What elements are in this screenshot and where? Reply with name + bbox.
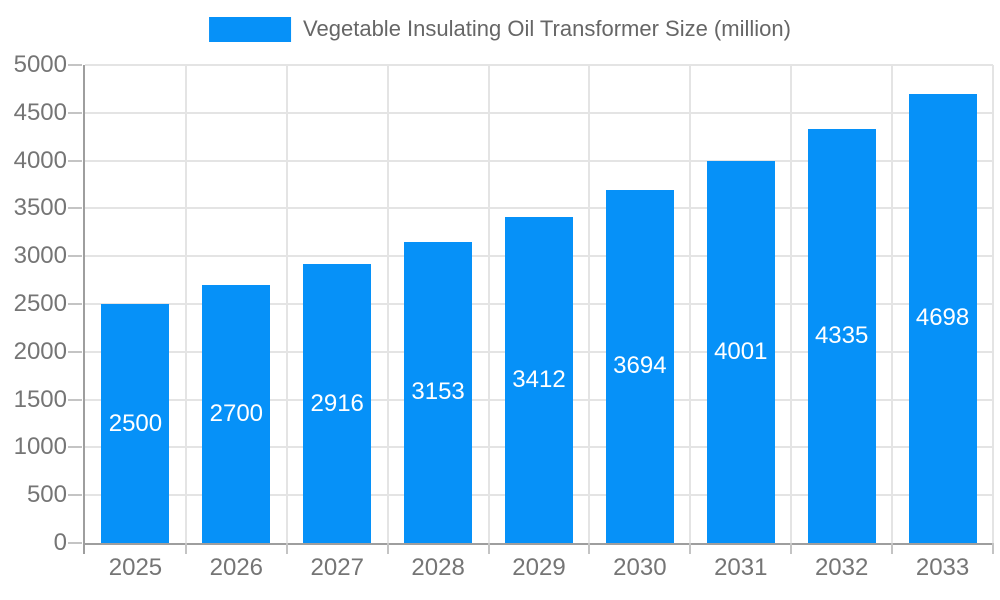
y-axis-tick: [68, 398, 82, 401]
y-axis-tick: [68, 159, 82, 162]
y-axis-tick-label: 4000: [13, 146, 67, 174]
x-axis-tick: [83, 543, 85, 554]
x-axis-tick-label: 2026: [209, 554, 264, 581]
x-axis-tick-label: 2033: [915, 554, 970, 581]
bar[interactable]: 4698: [908, 93, 977, 543]
y-axis-tick: [68, 350, 82, 353]
plot-area: 2500 2700 2916 3153 3412 3694 4001 4335 4698: [68, 64, 994, 554]
grid-line-vertical: [790, 65, 793, 543]
bar-value-label: 3694: [613, 352, 667, 380]
y-axis-tick-label: 2500: [13, 290, 67, 317]
y-axis-labels: 0 500 1000 1500 2000 2500 3000 3500 4000 4500 5000: [0, 53, 67, 555]
y-axis-tick: [68, 64, 82, 66]
x-axis-tick-label: 2030: [613, 554, 667, 581]
y-axis-tick-label: 3000: [13, 242, 67, 270]
legend[interactable]: Vegetable Insulating Oil Transformer Siz…: [209, 15, 791, 43]
legend-swatch: [209, 16, 292, 42]
x-axis-tick-label: 2032: [814, 554, 869, 581]
bar-value-label: 3153: [411, 378, 465, 406]
y-axis-tick-label: 1500: [13, 385, 67, 413]
x-axis-tick: [386, 543, 389, 554]
y-axis-line: [83, 65, 85, 543]
grid-line-horizontal: [85, 111, 993, 114]
bar-value-label: 4335: [814, 321, 869, 349]
x-axis-tick-label: 2031: [714, 554, 768, 581]
legend-label: Vegetable Insulating Oil Transformer Siz…: [303, 16, 791, 41]
x-axis-labels: 2025 2026 2027 2028 2029 2030 2031 2032 2033: [85, 553, 993, 585]
x-axis-tick: [790, 543, 793, 554]
y-axis-tick-label: 500: [26, 481, 67, 509]
y-axis-tick: [68, 207, 82, 210]
grid-line-vertical: [487, 65, 490, 543]
bar-value-label: 4698: [915, 304, 970, 332]
x-axis-tick: [588, 543, 591, 554]
x-axis-tick-label: 2028: [411, 554, 465, 581]
bar-value-label: 2700: [209, 399, 264, 427]
y-axis-tick-label: 2000: [13, 337, 67, 365]
y-axis-tick: [68, 111, 82, 114]
grid-line-vertical: [184, 65, 187, 543]
bar-value-label: 2916: [310, 389, 364, 417]
x-axis-tick-label: 2029: [512, 554, 566, 581]
x-axis-line: [83, 543, 993, 545]
x-axis-tick: [689, 543, 692, 554]
bar[interactable]: 3412: [504, 216, 574, 543]
x-axis-tick: [184, 543, 187, 554]
grid-line-vertical: [689, 65, 692, 543]
bar-value-label: 4001: [714, 337, 768, 365]
bar[interactable]: 2700: [202, 284, 271, 543]
y-axis-tick: [68, 542, 82, 544]
x-axis-tick-label: 2027: [310, 554, 364, 581]
x-axis-tick: [891, 543, 894, 554]
bar[interactable]: 4001: [706, 160, 775, 543]
grid-line-vertical: [588, 65, 591, 543]
bar-value-label: 3412: [512, 365, 566, 393]
y-axis-tick-label: 5000: [13, 51, 67, 78]
grid-line-vertical: [891, 65, 894, 543]
grid-line-horizontal: [85, 159, 993, 162]
bar[interactable]: 3153: [404, 241, 473, 543]
x-axis-tick: [487, 543, 490, 554]
y-axis-tick: [68, 255, 82, 258]
y-axis-tick-label: 4500: [13, 98, 67, 126]
bar-value-label: 2500: [108, 409, 163, 437]
x-axis-tick: [285, 543, 288, 554]
bar[interactable]: 4335: [807, 128, 876, 543]
y-axis-tick: [68, 494, 82, 497]
bar[interactable]: 2500: [101, 304, 170, 543]
y-axis-tick-label: 1000: [13, 433, 67, 461]
grid-line-horizontal: [85, 64, 993, 66]
bar[interactable]: 3694: [605, 189, 674, 543]
grid-line-vertical: [386, 65, 389, 543]
y-axis-tick-label: 0: [53, 529, 67, 556]
grid-line-horizontal: [85, 207, 993, 210]
y-axis-tick: [68, 303, 82, 305]
x-axis-tick: [992, 543, 994, 554]
x-axis-tick-label: 2025: [108, 554, 163, 581]
y-axis-tick: [68, 446, 82, 449]
grid-line-vertical: [992, 65, 994, 543]
grid-line-vertical: [285, 65, 288, 543]
y-axis-tick-label: 3500: [13, 194, 67, 222]
bar[interactable]: 2916: [303, 264, 372, 543]
